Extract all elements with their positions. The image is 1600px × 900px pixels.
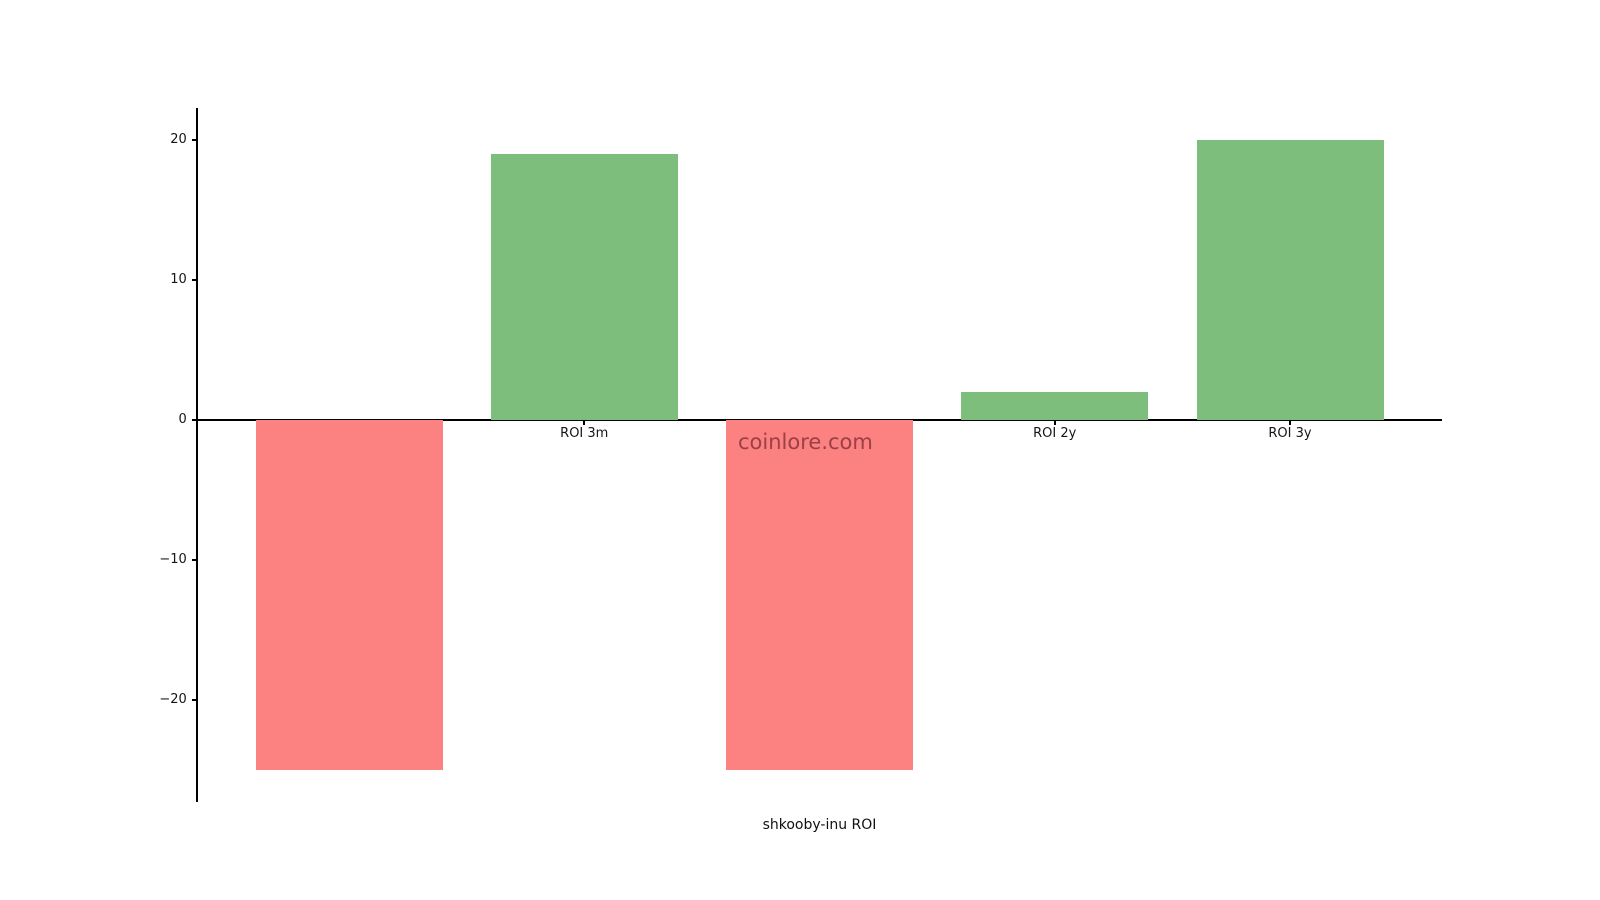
x-tick-mark	[1289, 420, 1291, 425]
watermark: coinlore.com	[738, 430, 873, 454]
bar-unlabeled-0	[255, 420, 443, 770]
y-tick-mark	[191, 279, 197, 281]
y-tick-label: 10	[170, 272, 187, 287]
y-tick-mark	[191, 139, 197, 141]
y-tick-label: −20	[159, 692, 187, 707]
x-tick-label: ROI 3m	[560, 426, 609, 441]
y-tick-mark	[191, 419, 197, 421]
chart-title: shkooby-inu ROI	[762, 817, 877, 833]
x-tick-label: ROI 2y	[1033, 426, 1077, 441]
y-tick-label: 20	[170, 132, 187, 147]
y-tick-label: −10	[159, 552, 187, 567]
y-tick-mark	[191, 699, 197, 701]
y-axis-line	[196, 108, 198, 802]
bar-roi-3m	[490, 154, 678, 420]
x-axis-zero-line	[196, 419, 1442, 421]
y-tick-label: 0	[178, 412, 187, 427]
bar-unlabeled-2	[726, 420, 913, 770]
x-tick-mark	[1053, 420, 1056, 425]
x-tick-mark	[583, 420, 586, 425]
bar-roi-2y	[961, 392, 1149, 420]
bar-roi-3y	[1196, 140, 1384, 420]
y-tick-mark	[191, 559, 197, 561]
x-tick-label: ROI 3y	[1268, 426, 1312, 441]
